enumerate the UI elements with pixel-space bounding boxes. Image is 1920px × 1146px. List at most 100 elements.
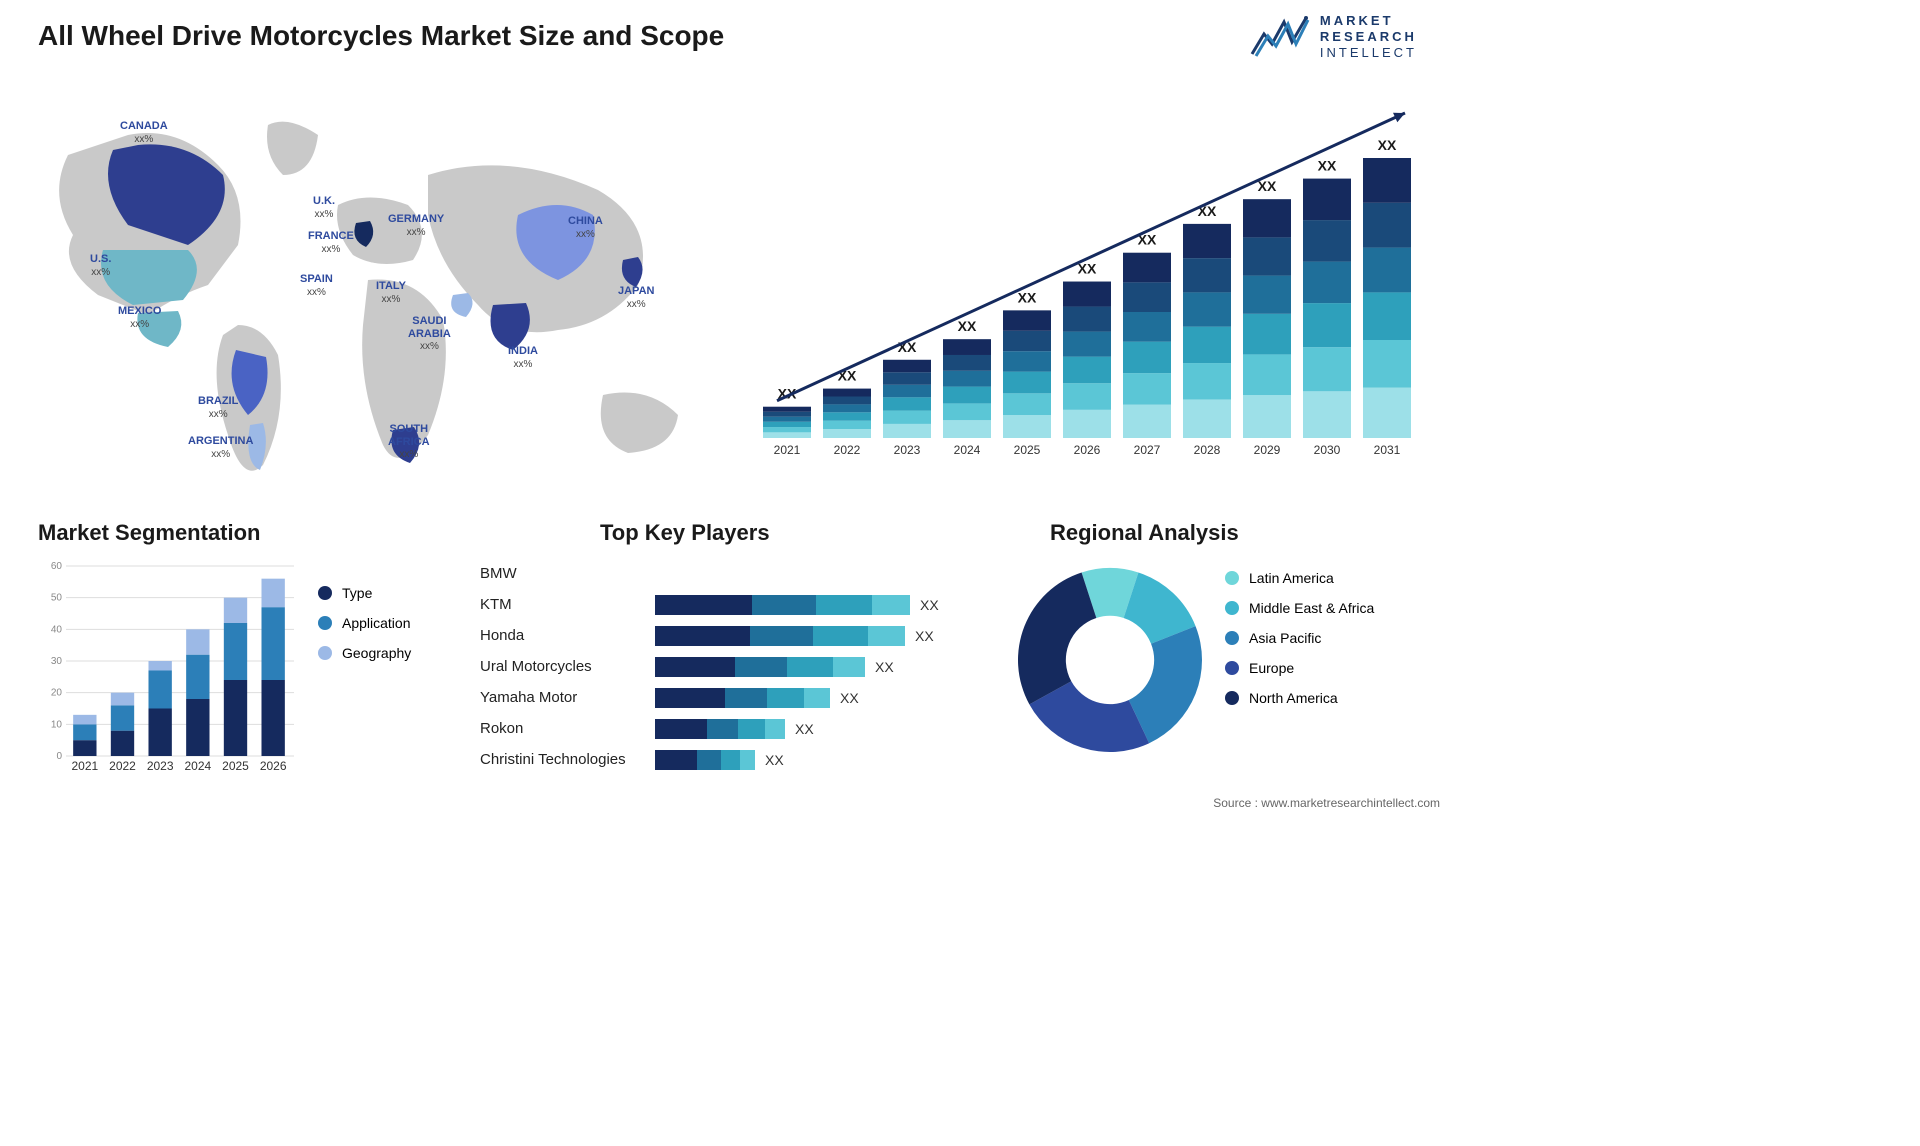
growth-bar-seg <box>883 372 931 385</box>
player-name: Ural Motorcycles <box>480 659 655 674</box>
seg-legend-item: Geography <box>318 645 411 661</box>
seg-bar-seg <box>261 680 284 756</box>
seg-bar-seg <box>73 715 96 725</box>
page-title: All Wheel Drive Motorcycles Market Size … <box>38 20 724 52</box>
growth-bar-seg <box>1063 282 1111 307</box>
seg-bar-seg <box>148 709 171 757</box>
regional-legend: Latin AmericaMiddle East & AfricaAsia Pa… <box>1225 570 1374 720</box>
growth-bar-seg <box>1063 307 1111 332</box>
segmentation-heading: Market Segmentation <box>38 520 468 546</box>
segmentation-legend: TypeApplicationGeography <box>318 585 411 675</box>
growth-bar-seg <box>943 355 991 371</box>
player-bar-seg <box>721 750 740 770</box>
svg-text:2021: 2021 <box>71 759 98 773</box>
growth-year-label: 2031 <box>1374 443 1401 457</box>
growth-year-label: 2027 <box>1134 443 1161 457</box>
seg-bar-seg <box>111 731 134 756</box>
growth-bar-seg <box>1243 354 1291 395</box>
growth-bar-label: XX <box>1318 158 1337 174</box>
players-heading: Top Key Players <box>600 520 990 546</box>
player-name: Yamaha Motor <box>480 690 655 705</box>
growth-bar-seg <box>1303 391 1351 438</box>
growth-bar-seg <box>1363 203 1411 248</box>
player-bar-seg <box>655 595 752 615</box>
player-bar-seg <box>707 719 738 739</box>
seg-bar-seg <box>224 680 247 756</box>
player-bar <box>655 750 755 770</box>
map-india <box>491 303 530 350</box>
player-bar <box>655 657 865 677</box>
growth-bar-seg <box>1183 292 1231 326</box>
growth-bar-seg <box>1123 373 1171 405</box>
growth-bar-seg <box>1123 282 1171 312</box>
seg-legend-item: Type <box>318 585 411 601</box>
growth-bar-seg <box>763 407 811 412</box>
growth-bar-seg <box>1363 340 1411 388</box>
player-name: Rokon <box>480 721 655 736</box>
map-label-canada: CANADAxx% <box>120 120 168 145</box>
player-bar-seg <box>787 657 833 677</box>
growth-bar-seg <box>943 403 991 420</box>
source-line: Source : www.marketresearchintellect.com <box>1213 796 1440 810</box>
seg-bar-seg <box>261 579 284 608</box>
player-bar-seg <box>655 626 750 646</box>
map-label-italy: ITALYxx% <box>376 280 406 305</box>
player-bar <box>655 719 785 739</box>
growth-bar-seg <box>1363 158 1411 203</box>
seg-bar-seg <box>73 740 96 756</box>
player-bar-seg <box>735 657 788 677</box>
growth-bar-label: XX <box>1378 137 1397 153</box>
player-bar-seg <box>740 750 755 770</box>
growth-bar-seg <box>1303 179 1351 221</box>
player-bar-seg <box>813 626 868 646</box>
player-name: BMW <box>480 566 655 581</box>
player-value: XX <box>915 629 934 643</box>
player-bar-seg <box>868 626 906 646</box>
map-label-saudi-arabia: SAUDIARABIAxx% <box>408 315 451 353</box>
growth-year-label: 2028 <box>1194 443 1221 457</box>
player-value: XX <box>795 722 814 736</box>
seg-bar-seg <box>186 629 209 654</box>
growth-bar-seg <box>1123 253 1171 283</box>
regional-legend-item: North America <box>1225 690 1374 706</box>
growth-bar-seg <box>823 389 871 397</box>
growth-bar-seg <box>1183 363 1231 399</box>
growth-bar-seg <box>1303 303 1351 347</box>
player-bar-seg <box>725 688 767 708</box>
growth-bar-seg <box>763 417 811 422</box>
growth-year-label: 2025 <box>1014 443 1041 457</box>
map-label-brazil: BRAZILxx% <box>198 395 238 420</box>
seg-bar-seg <box>224 623 247 680</box>
growth-bar-seg <box>1363 388 1411 438</box>
players-block: Top Key Players BMWKTMXXHondaXXUral Moto… <box>480 520 990 780</box>
growth-bar-seg <box>1243 314 1291 355</box>
growth-year-label: 2024 <box>954 443 981 457</box>
regional-heading: Regional Analysis <box>1050 520 1430 546</box>
growth-bar-seg <box>943 371 991 387</box>
player-row: Ural MotorcyclesXX <box>480 651 939 682</box>
player-bar-seg <box>738 719 765 739</box>
growth-bar-label: XX <box>1018 289 1037 305</box>
map-label-u-k-: U.K.xx% <box>313 195 335 220</box>
growth-bar-seg <box>763 422 811 427</box>
growth-bar-label: XX <box>958 318 977 334</box>
growth-bar-seg <box>883 424 931 438</box>
player-bar-seg <box>655 750 697 770</box>
growth-bar-seg <box>1003 372 1051 394</box>
player-bar-seg <box>767 688 804 708</box>
map-label-argentina: ARGENTINAxx% <box>188 435 253 460</box>
svg-text:50: 50 <box>51 593 63 604</box>
growth-bar-seg <box>943 420 991 438</box>
growth-bar-seg <box>1003 310 1051 330</box>
player-bar <box>655 595 910 615</box>
world-map: CANADAxx%U.S.xx%MEXICOxx%BRAZILxx%ARGENT… <box>38 95 718 495</box>
growth-bar-seg <box>883 385 931 398</box>
growth-bar-seg <box>1303 220 1351 262</box>
growth-bar-seg <box>943 387 991 404</box>
growth-bar-seg <box>1003 415 1051 438</box>
growth-bar-seg <box>823 396 871 404</box>
growth-bar-seg <box>1003 393 1051 415</box>
player-bar-seg <box>833 657 865 677</box>
player-row: Yamaha MotorXX <box>480 682 939 713</box>
player-bar-seg <box>697 750 721 770</box>
